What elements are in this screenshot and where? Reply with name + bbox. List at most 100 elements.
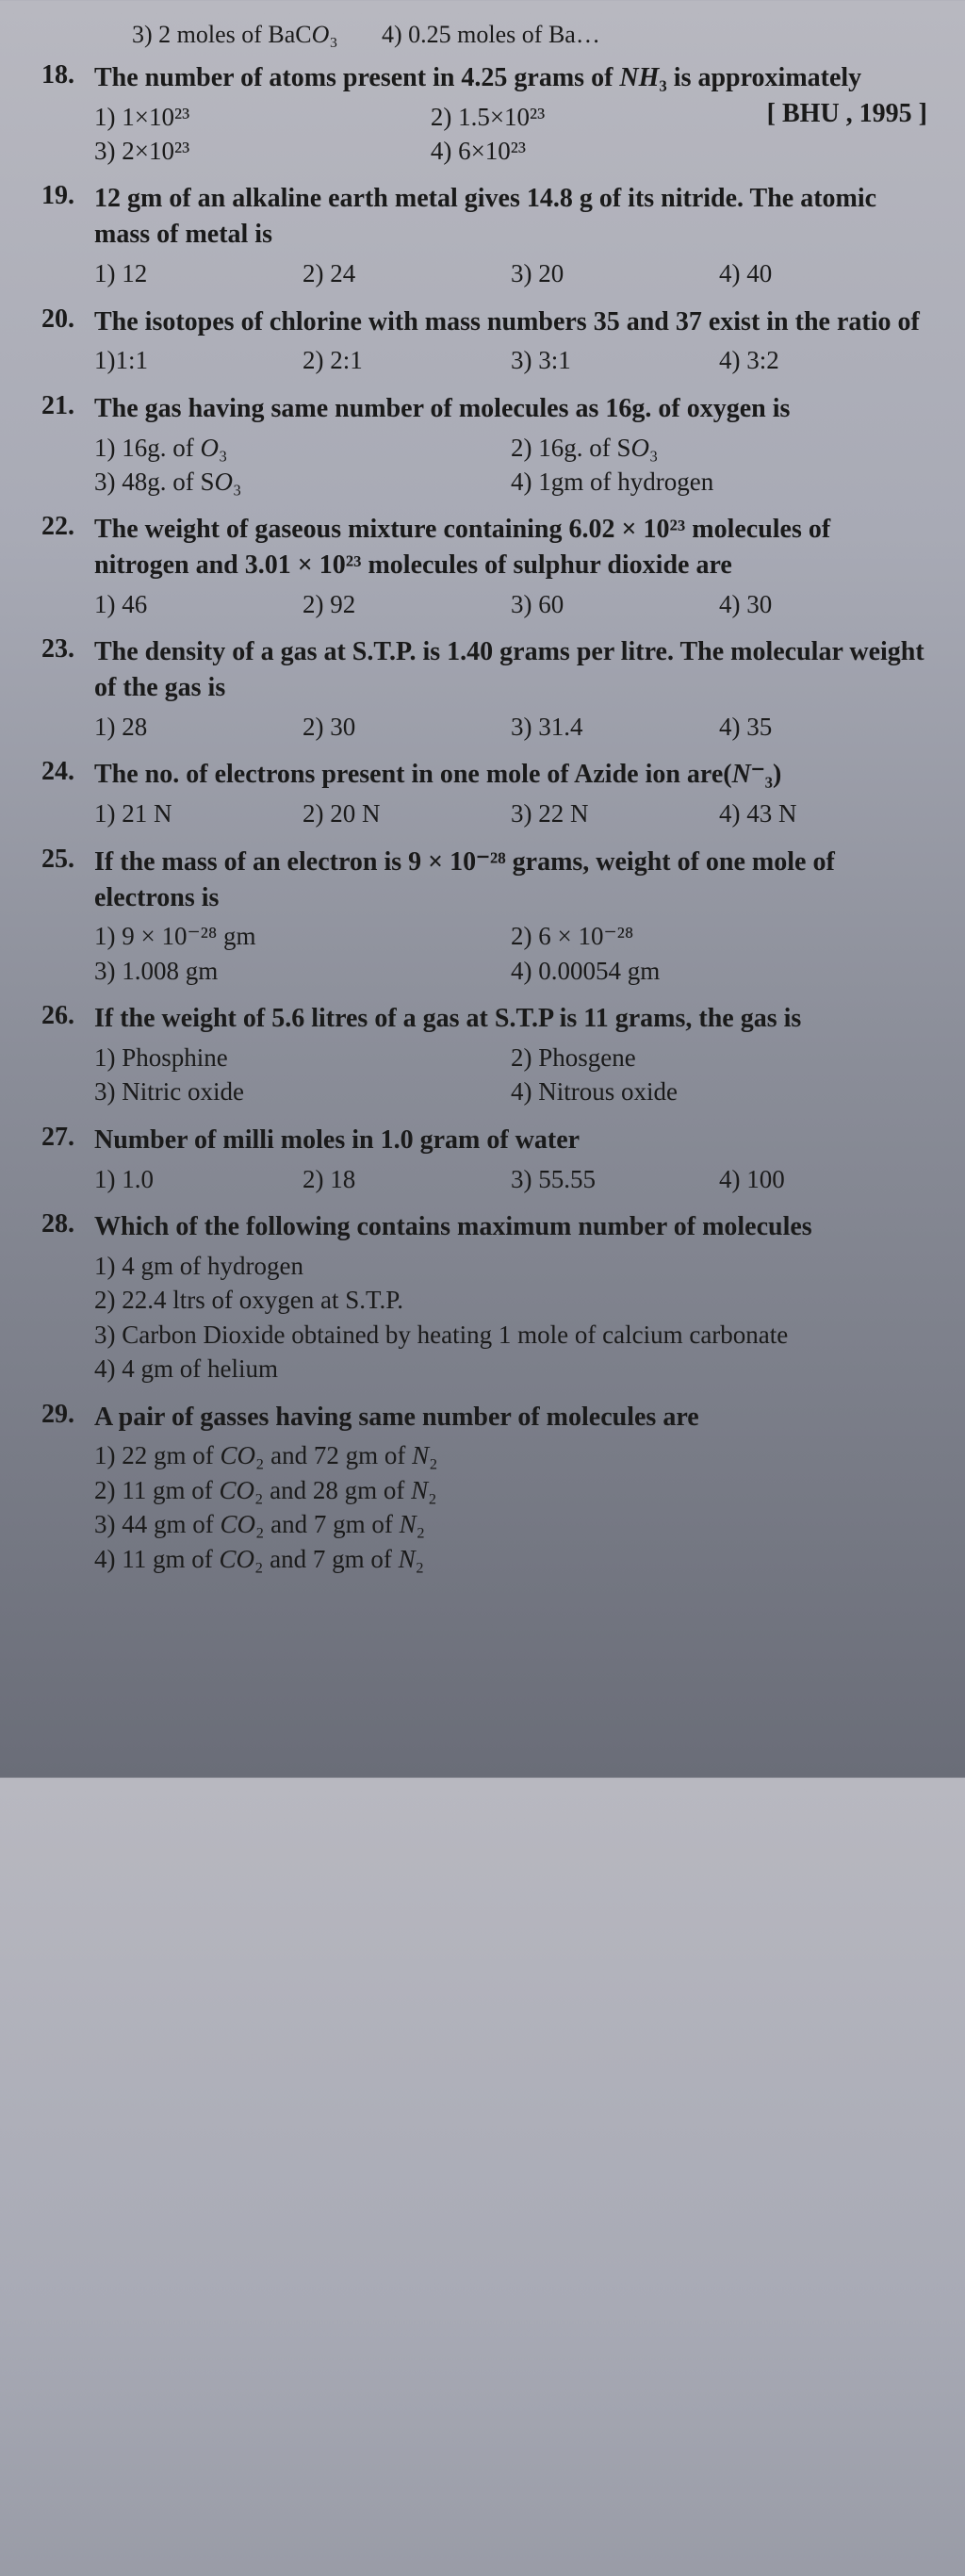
options-row: 1)1:12) 2:13) 3:14) 3:2 <box>94 343 927 377</box>
option-1: 1) 4 gm of hydrogen <box>94 1249 927 1283</box>
option-4: 4) 40 <box>719 256 927 290</box>
question-27: 27.Number of milli moles in 1.0 gram of … <box>94 1123 927 1196</box>
option-3: 3) 20 <box>511 256 719 290</box>
question-text-content: The isotopes of chlorine with mass numbe… <box>94 307 920 336</box>
options-row: 1) 4 gm of hydrogen2) 22.4 ltrs of oxyge… <box>94 1249 927 1386</box>
question-text-content: The gas having same number of molecules … <box>94 394 790 423</box>
option-3: 3) 1.008 gm <box>94 954 511 988</box>
question-22: 22.The weight of gaseous mixture contain… <box>94 512 927 621</box>
question-text-content: The number of atoms present in 4.25 gram… <box>94 63 861 92</box>
question-text: If the mass of an electron is 9 × 10⁻²⁸ … <box>94 845 927 916</box>
question-text: If the weight of 5.6 litres of a gas at … <box>94 1001 927 1037</box>
question-text-content: If the weight of 5.6 litres of a gas at … <box>94 1004 801 1033</box>
question-23: 23.The density of a gas at S.T.P. is 1.4… <box>94 634 927 744</box>
options-row: 1) 122) 243) 204) 40 <box>94 256 927 290</box>
partial-previous-question: 3) 2 moles of BaCO₃ 4) 0.25 moles of Ba… <box>75 19 927 51</box>
option-3: 3) 2×10²³ <box>94 134 431 168</box>
option-4: 4) 11 gm of CO₂ and 7 gm of N₂ <box>94 1542 927 1576</box>
question-number: 22. <box>41 512 74 542</box>
question-number: 23. <box>41 634 74 665</box>
question-text-content: A pair of gasses having same number of m… <box>94 1403 699 1432</box>
question-number: 21. <box>41 391 74 421</box>
options-row: 1) 1.02) 183) 55.554) 100 <box>94 1162 927 1196</box>
option-1: 1) 1.0 <box>94 1162 303 1196</box>
option-3: 3) 3:1 <box>511 343 719 377</box>
question-text-content: Which of the following contains maximum … <box>94 1212 812 1241</box>
option-3: 3) 55.55 <box>511 1162 719 1196</box>
question-21: 21.The gas having same number of molecul… <box>94 391 927 500</box>
options-row: 1) 462) 923) 604) 30 <box>94 587 927 621</box>
option-4: 4) 6×10²³ <box>431 134 767 168</box>
options-row: 1) Phosphine2) Phosgene3) Nitric oxide4)… <box>94 1041 927 1109</box>
question-text: The density of a gas at S.T.P. is 1.40 g… <box>94 634 927 706</box>
question-text: The gas having same number of molecules … <box>94 391 927 427</box>
question-number: 29. <box>41 1400 74 1430</box>
question-reference: [ BHU , 1995 ] <box>767 96 927 132</box>
question-text: Number of milli moles in 1.0 gram of wat… <box>94 1123 927 1158</box>
option-2: 2) 24 <box>303 256 511 290</box>
option-3: 3) Nitric oxide <box>94 1075 511 1108</box>
option-4: 4) 4 gm of helium <box>94 1352 927 1386</box>
question-26: 26.If the weight of 5.6 litres of a gas … <box>94 1001 927 1109</box>
option-1: 1)1:1 <box>94 343 303 377</box>
question-text: Which of the following contains maximum … <box>94 1209 927 1245</box>
question-24: 24.The no. of electrons present in one m… <box>94 757 927 830</box>
option-3: 3) 31.4 <box>511 710 719 744</box>
option-1: 1) 21 N <box>94 796 303 830</box>
question-number: 24. <box>41 757 74 787</box>
option-2: 2) 16g. of SO₃ <box>511 431 927 465</box>
option-1: 1) Phosphine <box>94 1041 511 1075</box>
question-number: 25. <box>41 845 74 875</box>
question-28: 28.Which of the following contains maxim… <box>94 1209 927 1386</box>
question-text: A pair of gasses having same number of m… <box>94 1400 927 1436</box>
option-3: 3) 48g. of SO₃ <box>94 465 511 499</box>
option-3: 3) 22 N <box>511 796 719 830</box>
question-text: The no. of electrons present in one mole… <box>94 757 927 793</box>
option-2: 2) 92 <box>303 587 511 621</box>
option-2: 2) 18 <box>303 1162 511 1196</box>
options-row: 1) 1×10²³2) 1.5×10²³3) 2×10²³4) 6×10²³ <box>94 100 767 169</box>
question-number: 28. <box>41 1209 74 1239</box>
prev-opt-3: 3) 2 moles of BaCO₃ <box>132 19 338 51</box>
option-3: 3) 60 <box>511 587 719 621</box>
option-1: 1) 22 gm of CO₂ and 72 gm of N₂ <box>94 1438 927 1472</box>
question-text: The number of atoms present in 4.25 gram… <box>94 60 927 96</box>
option-2: 2) 20 N <box>303 796 511 830</box>
question-number: 18. <box>41 60 74 90</box>
question-number: 20. <box>41 304 74 335</box>
option-4: 4) Nitrous oxide <box>511 1075 927 1108</box>
option-2: 2) 30 <box>303 710 511 744</box>
option-1: 1) 9 × 10⁻²⁸ gm <box>94 919 511 953</box>
option-1: 1) 28 <box>94 710 303 744</box>
question-text: The weight of gaseous mixture containing… <box>94 512 927 583</box>
options-row: 1) 22 gm of CO₂ and 72 gm of N₂2) 11 gm … <box>94 1438 927 1576</box>
question-text-content: The density of a gas at S.T.P. is 1.40 g… <box>94 637 924 702</box>
option-4: 4) 100 <box>719 1162 927 1196</box>
question-text-content: 12 gm of an alkaline earth metal gives 1… <box>94 184 876 249</box>
option-2: 2) Phosgene <box>511 1041 927 1075</box>
option-4: 4) 30 <box>719 587 927 621</box>
options-row: 1) 9 × 10⁻²⁸ gm2) 6 × 10⁻²⁸3) 1.008 gm4)… <box>94 919 927 988</box>
option-1: 1) 46 <box>94 587 303 621</box>
question-number: 26. <box>41 1001 74 1031</box>
question-text-content: If the mass of an electron is 9 × 10⁻²⁸ … <box>94 847 835 912</box>
option-4: 4) 1gm of hydrogen <box>511 465 927 499</box>
question-number: 19. <box>41 181 74 211</box>
question-text-content: The weight of gaseous mixture containing… <box>94 515 830 580</box>
options-row: 1) 282) 303) 31.44) 35 <box>94 710 927 744</box>
question-25: 25.If the mass of an electron is 9 × 10⁻… <box>94 845 927 988</box>
question-text-content: Number of milli moles in 1.0 gram of wat… <box>94 1125 580 1155</box>
question-text-content: The no. of electrons present in one mole… <box>94 760 781 789</box>
option-4: 4) 3:2 <box>719 343 927 377</box>
question-18: 18.The number of atoms present in 4.25 g… <box>94 60 927 169</box>
option-2: 2) 11 gm of CO₂ and 28 gm of N₂ <box>94 1473 927 1507</box>
option-1: 1) 12 <box>94 256 303 290</box>
question-20: 20.The isotopes of chlorine with mass nu… <box>94 304 927 378</box>
option-3: 3) Carbon Dioxide obtained by heating 1 … <box>94 1318 927 1352</box>
option-2: 2) 1.5×10²³ <box>431 100 767 134</box>
option-4: 4) 0.00054 gm <box>511 954 927 988</box>
option-1: 1) 16g. of O₃ <box>94 431 511 465</box>
option-4: 4) 43 N <box>719 796 927 830</box>
options-row: 1) 16g. of O₃2) 16g. of SO₃3) 48g. of SO… <box>94 431 927 500</box>
question-number: 27. <box>41 1123 74 1153</box>
